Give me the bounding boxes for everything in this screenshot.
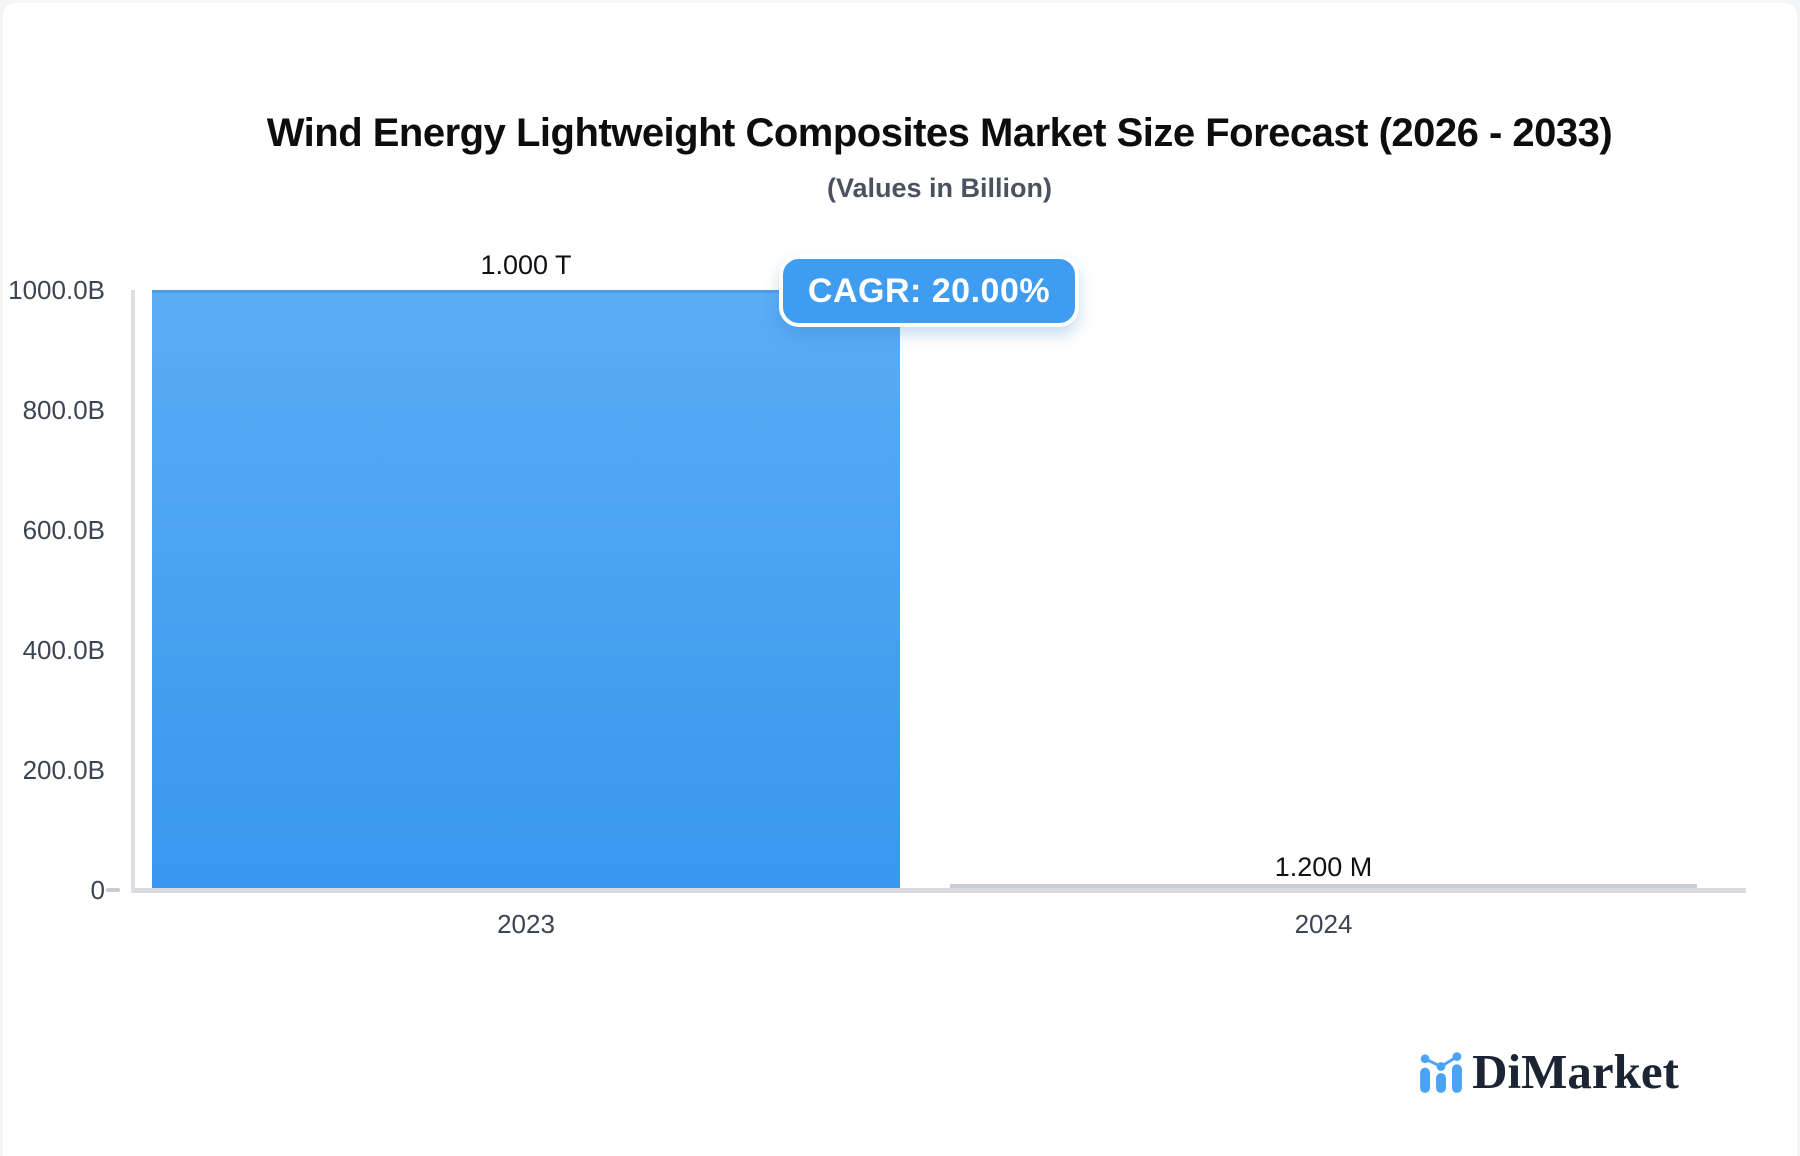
chart-subtitle: (Values in Billion) [826, 173, 1053, 203]
y-axis-line [131, 290, 135, 893]
zero-tick-mark [106, 888, 120, 892]
cagr-badge-label: CAGR: 20.00% [807, 271, 1051, 310]
value-label-2024: 1.200 M [1274, 852, 1373, 882]
y-tick-1000: 1000.0B [8, 275, 105, 305]
plot-area: 1.000 T 1.200 M [133, 250, 1746, 893]
value-label-2023: 1.000 T [480, 250, 572, 280]
x-label-2023: 2023 [497, 909, 555, 939]
dimarket-logo-text: DiMarket [1472, 1044, 1679, 1099]
bar-2024 [950, 884, 1697, 888]
y-tick-0: 0 [90, 875, 105, 905]
y-tick-600: 600.0B [22, 515, 105, 545]
y-tick-200: 200.0B [22, 755, 105, 785]
y-tick-800: 800.0B [22, 395, 105, 425]
chart-title: Wind Energy Lightweight Composites Marke… [266, 111, 1613, 155]
dimarket-logo-icon [1419, 1051, 1463, 1093]
x-axis-line [133, 888, 1746, 893]
chart-card: Wind Energy Lightweight Composites Marke… [3, 3, 1797, 1156]
cagr-badge: CAGR: 20.00% [779, 255, 1079, 327]
x-label-2024: 2024 [1294, 909, 1353, 939]
brand-watermark: DiMarket [1419, 1047, 1679, 1096]
y-tick-400: 400.0B [22, 635, 105, 665]
bar-2023 [152, 290, 900, 888]
